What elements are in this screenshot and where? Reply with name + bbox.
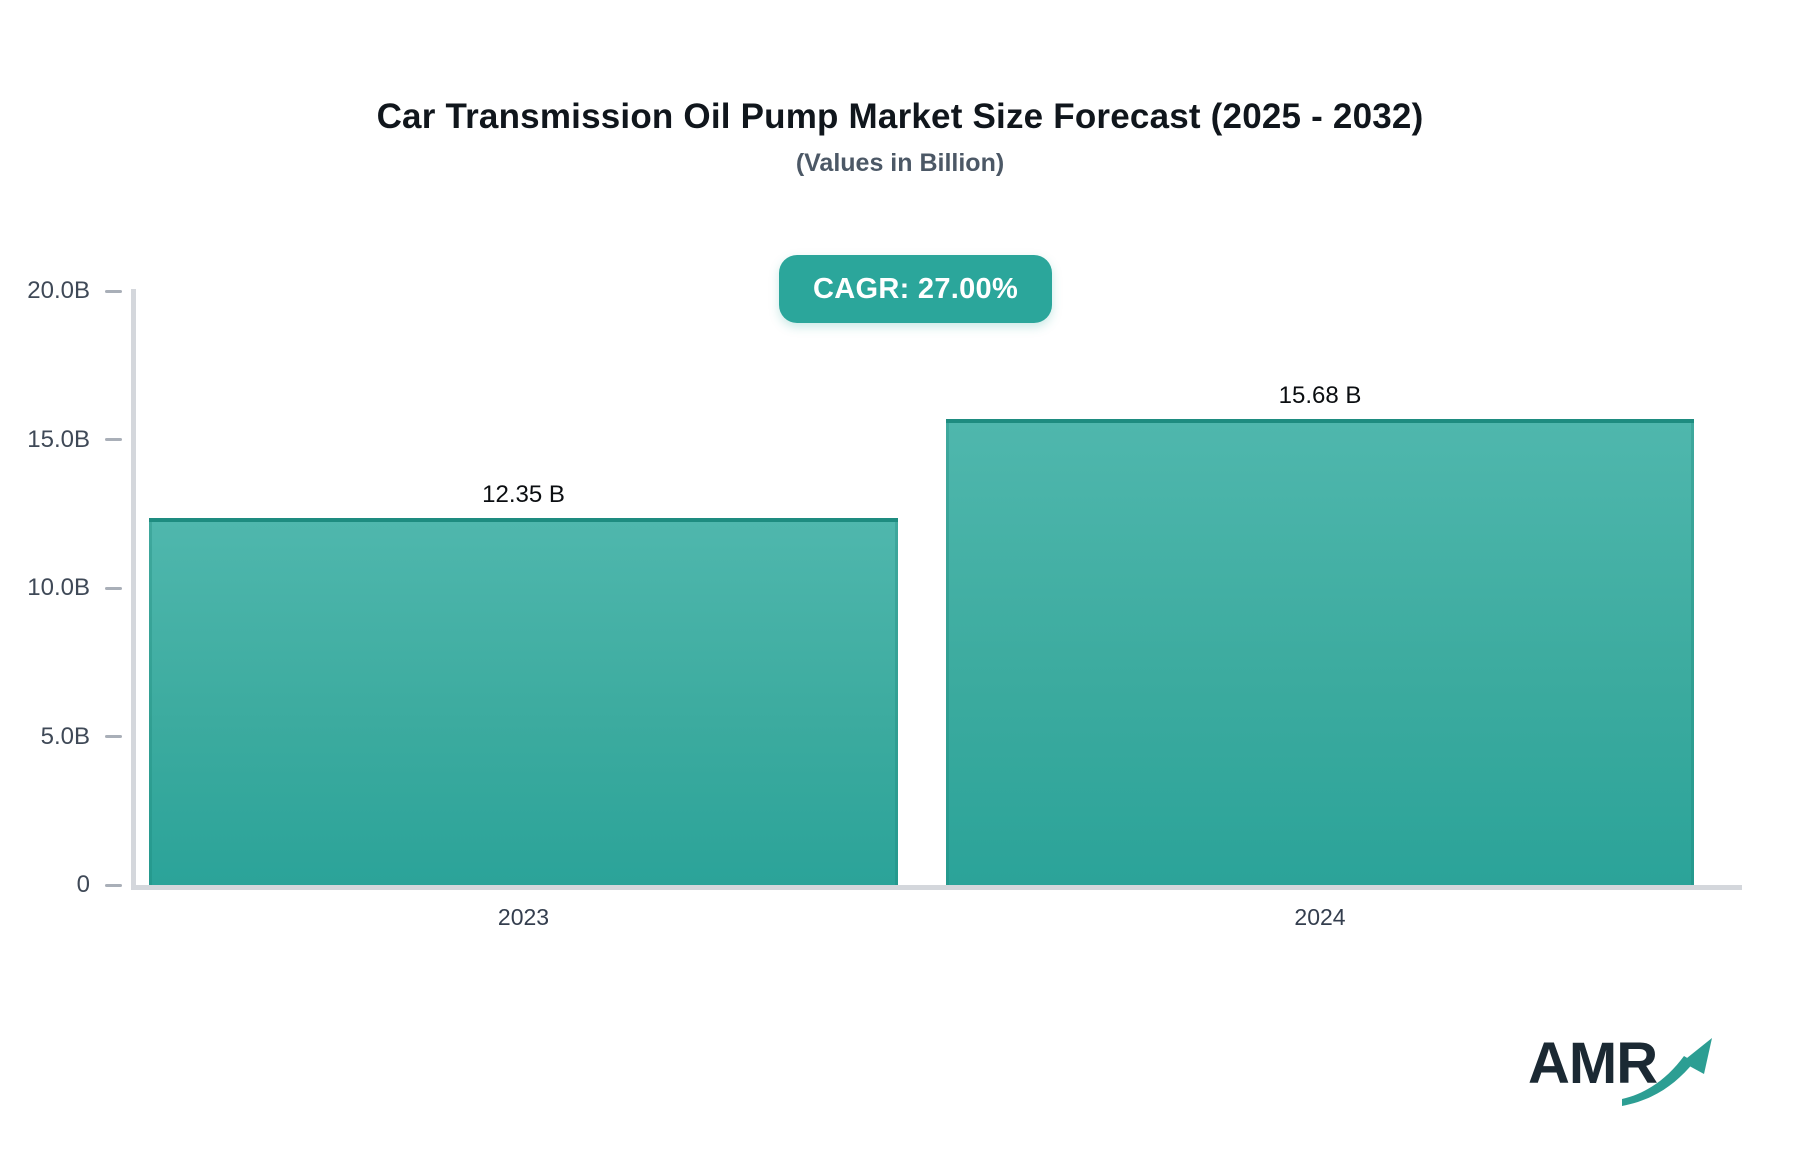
chart-title: Car Transmission Oil Pump Market Size Fo… [376, 97, 1424, 136]
chart-subtitle: (Values in Billion) [795, 149, 1005, 177]
y-tick-mark [105, 438, 122, 441]
cagr-badge: CAGR: 27.00% [779, 255, 1053, 323]
bar-value-label: 15.68 B [1278, 382, 1362, 410]
y-tick-label: 15.0B [27, 425, 90, 453]
bar-2023[interactable]: 12.35 B [149, 481, 898, 885]
y-tick-mark [105, 586, 122, 590]
y-tick-10b: 10.0B [0, 573, 122, 603]
y-tick-mark [105, 289, 122, 293]
y-axis-line [131, 289, 136, 888]
cagr-badge-label: CAGR: 27.00% [813, 272, 1019, 305]
y-tick-mark [105, 735, 122, 738]
y-tick-0: 0 [0, 870, 122, 900]
y-tick-label: 10.0B [27, 574, 90, 601]
y-tick-mark [105, 883, 122, 887]
x-tick-label-2024: 2024 [1294, 904, 1346, 930]
y-tick-label: 20.0B [27, 277, 90, 304]
x-tick-label-2023: 2023 [497, 904, 550, 930]
amr-logo-text: AMR [1528, 1031, 1658, 1096]
amr-logo: AMR [1528, 1030, 1712, 1110]
y-tick-20b: 20.0B [0, 276, 122, 306]
bar-value-label: 12.35 B [482, 481, 565, 509]
y-tick-label: 5.0B [40, 722, 90, 750]
y-tick-5b: 5.0B [0, 722, 122, 752]
amr-logo-arrow-icon [1622, 1038, 1712, 1106]
x-axis-baseline [131, 885, 1742, 890]
bar-2024[interactable]: 15.68 B [946, 382, 1694, 885]
y-tick-label: 0 [76, 871, 90, 898]
y-tick-15b: 15.0B [0, 425, 122, 455]
